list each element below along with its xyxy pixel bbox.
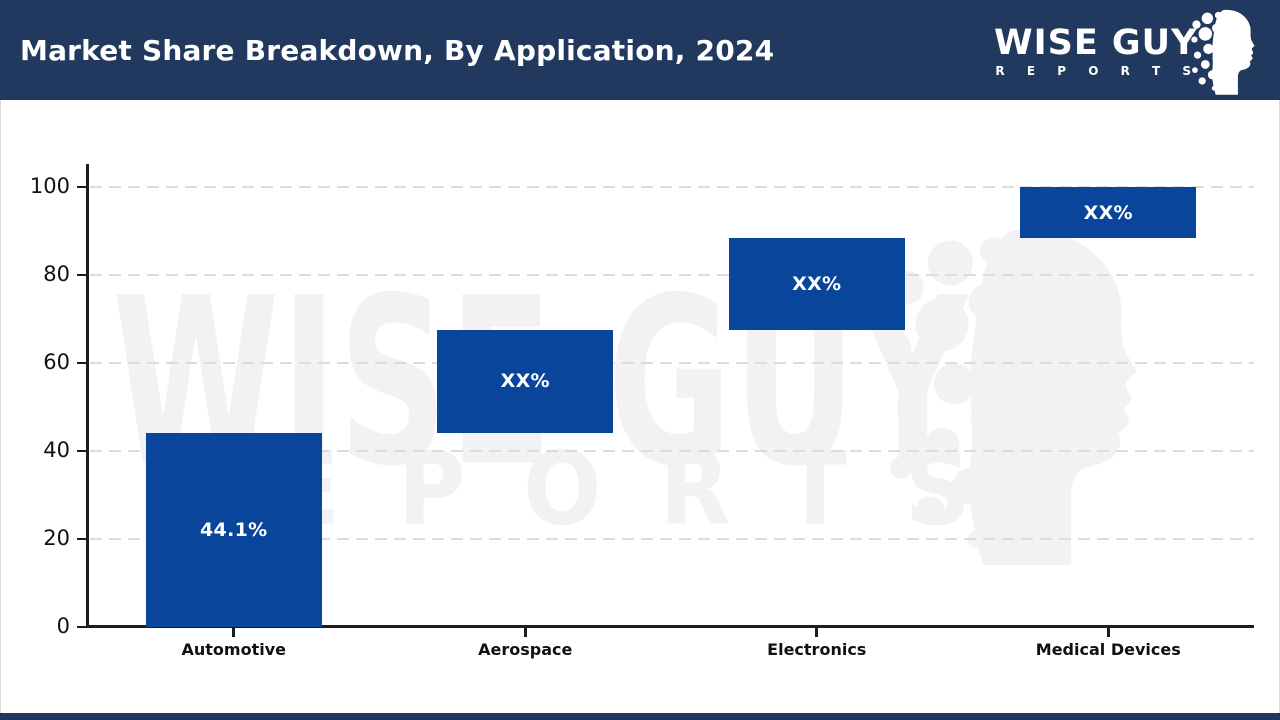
y-tick-label-80: 80: [43, 262, 70, 286]
bar-value-label: 44.1%: [200, 518, 268, 541]
y-tick-mark-100: [77, 186, 87, 188]
y-axis-line: [86, 164, 89, 628]
gridline-100: [90, 186, 1254, 188]
gridline-40: [90, 450, 1254, 452]
y-tick-mark-0: [77, 626, 87, 628]
x-tick-mark-2: [815, 628, 819, 637]
x-category-label-0: Automotive: [181, 640, 287, 659]
y-tick-label-100: 100: [29, 174, 70, 198]
x-category-label-2: Electronics: [767, 640, 867, 659]
gridline-20: [90, 538, 1254, 540]
plot-area: 0 20 40 60 80 100 44.1% Automotive XX% Aerospace X…: [0, 100, 1280, 720]
brand-subname: R E P O R T S: [995, 64, 1200, 78]
dotted-face-icon: [1191, 9, 1255, 95]
brand-name: WISE GUY: [993, 23, 1198, 63]
bar-value-label: XX%: [500, 370, 550, 393]
brand-logo-text: WISE GUY R E P O R T S: [991, 23, 1200, 79]
y-tick-mark-60: [77, 362, 87, 364]
x-tick-mark-3: [1106, 628, 1110, 637]
y-tick-mark-80: [77, 274, 87, 276]
y-tick-label-0: 0: [56, 614, 70, 638]
bar-aerospace: XX%: [437, 329, 614, 433]
x-tick-mark-0: [232, 628, 236, 637]
y-tick-label-20: 20: [43, 526, 70, 550]
footer-bar: [0, 713, 1280, 720]
gridline-80: [90, 274, 1254, 276]
header-bar: Market Share Breakdown, By Application, …: [0, 0, 1280, 100]
x-category-label-3: Medical Devices: [1035, 640, 1181, 659]
y-tick-label-40: 40: [43, 438, 70, 462]
brand-logo: WISE GUY R E P O R T S: [991, 6, 1266, 98]
x-category-label-1: Aerospace: [478, 640, 573, 659]
bar-medical-devices: XX%: [1020, 187, 1197, 239]
y-tick-label-60: 60: [43, 350, 70, 374]
x-axis-line: [88, 625, 1254, 628]
x-tick-mark-1: [523, 628, 527, 637]
bar-electronics: XX%: [728, 238, 905, 330]
gridline-60: [90, 362, 1254, 364]
bar-automotive: 44.1%: [145, 432, 322, 627]
y-tick-mark-40: [77, 450, 87, 452]
bar-value-label: XX%: [1083, 201, 1133, 224]
page-title: Market Share Breakdown, By Application, …: [20, 34, 775, 67]
bar-value-label: XX%: [792, 273, 842, 295]
y-tick-mark-20: [77, 538, 87, 540]
